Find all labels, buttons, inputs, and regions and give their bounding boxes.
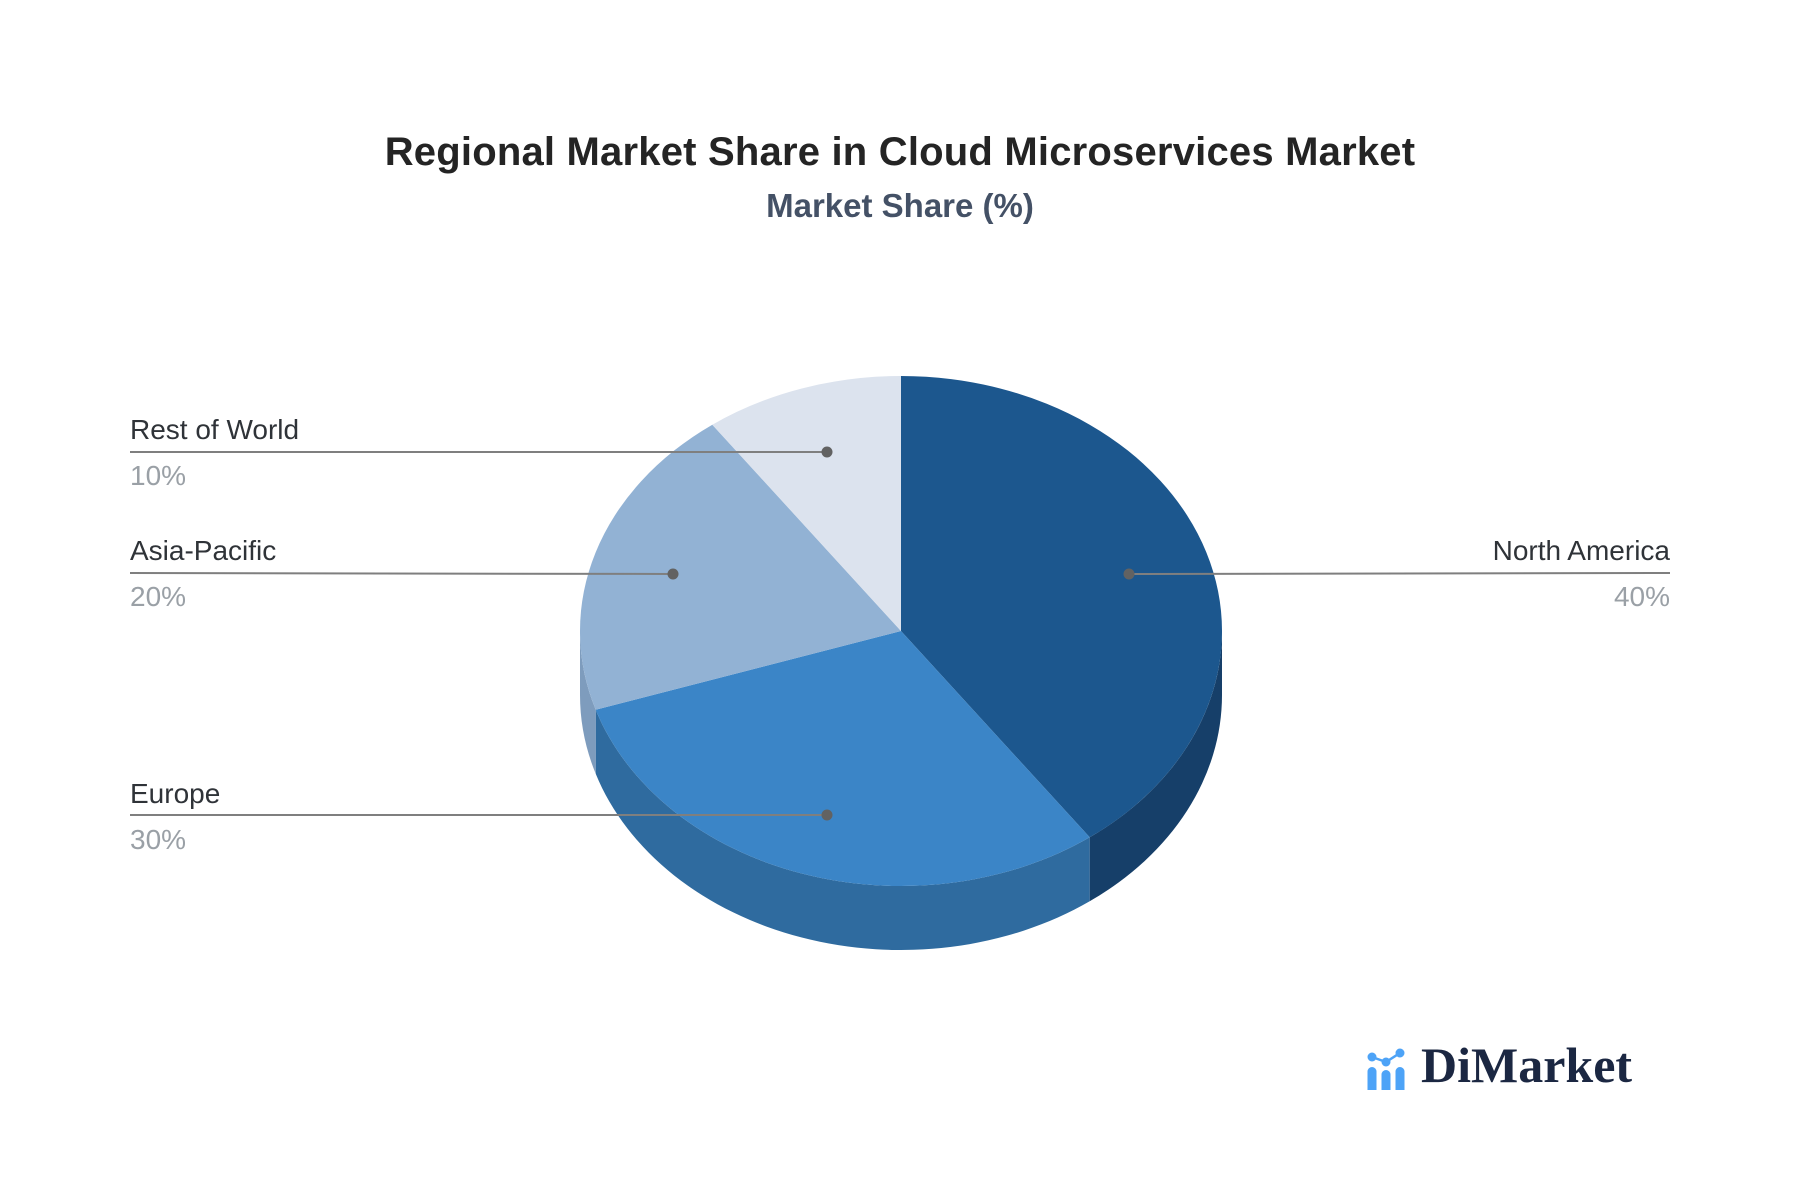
callout-asia-pacific: Asia-Pacific 20%	[130, 535, 276, 613]
callout-europe: Europe 30%	[130, 778, 220, 856]
slice-value-asia-pacific: 20%	[130, 581, 187, 612]
label-connector-line-asia-pacific	[129, 572, 674, 575]
pie-slice-europe[interactable]	[595, 631, 1090, 887]
label-connector-dot-north-america	[1123, 568, 1135, 580]
callout-rest-of-world: Rest of World 10%	[130, 414, 299, 492]
chart-title: Regional Market Share in Cloud Microserv…	[384, 130, 1416, 174]
pie-slice-rest-of-world[interactable]	[712, 376, 901, 631]
slice-value-europe: 30%	[130, 824, 187, 855]
label-connector-dot-asia-pacific	[667, 568, 679, 580]
pie-slice-side-europe	[595, 709, 1090, 951]
slice-label-europe: Europe	[130, 778, 221, 809]
slice-value-rest-of-world: 10%	[130, 460, 187, 491]
label-connector-dot-europe	[821, 809, 833, 821]
chart-subtitle: Market Share (%)	[766, 187, 1034, 224]
dimarket-logo: DiMarket	[1364, 1038, 1632, 1090]
slice-label-rest-of-world: Rest of World	[130, 414, 300, 445]
slice-label-asia-pacific: Asia-Pacific	[130, 535, 277, 566]
slice-value-north-america: 40%	[1613, 581, 1670, 612]
pie-slice-side-north-america	[1089, 631, 1222, 902]
pie-slice-side-asia-pacific	[580, 631, 596, 774]
dimarket-logo-text: DiMarket	[1421, 1037, 1633, 1093]
slice-label-north-america: North America	[1492, 535, 1670, 566]
label-connector-line-north-america	[1128, 572, 1671, 575]
callout-north-america: North America 40%	[1493, 535, 1670, 613]
label-connector-dot-rest-of-world	[821, 446, 833, 458]
pie-slice-asia-pacific[interactable]	[579, 424, 901, 710]
bar-line-chart-logo-icon	[1367, 1048, 1405, 1090]
pie-slice-north-america[interactable]	[901, 376, 1223, 838]
